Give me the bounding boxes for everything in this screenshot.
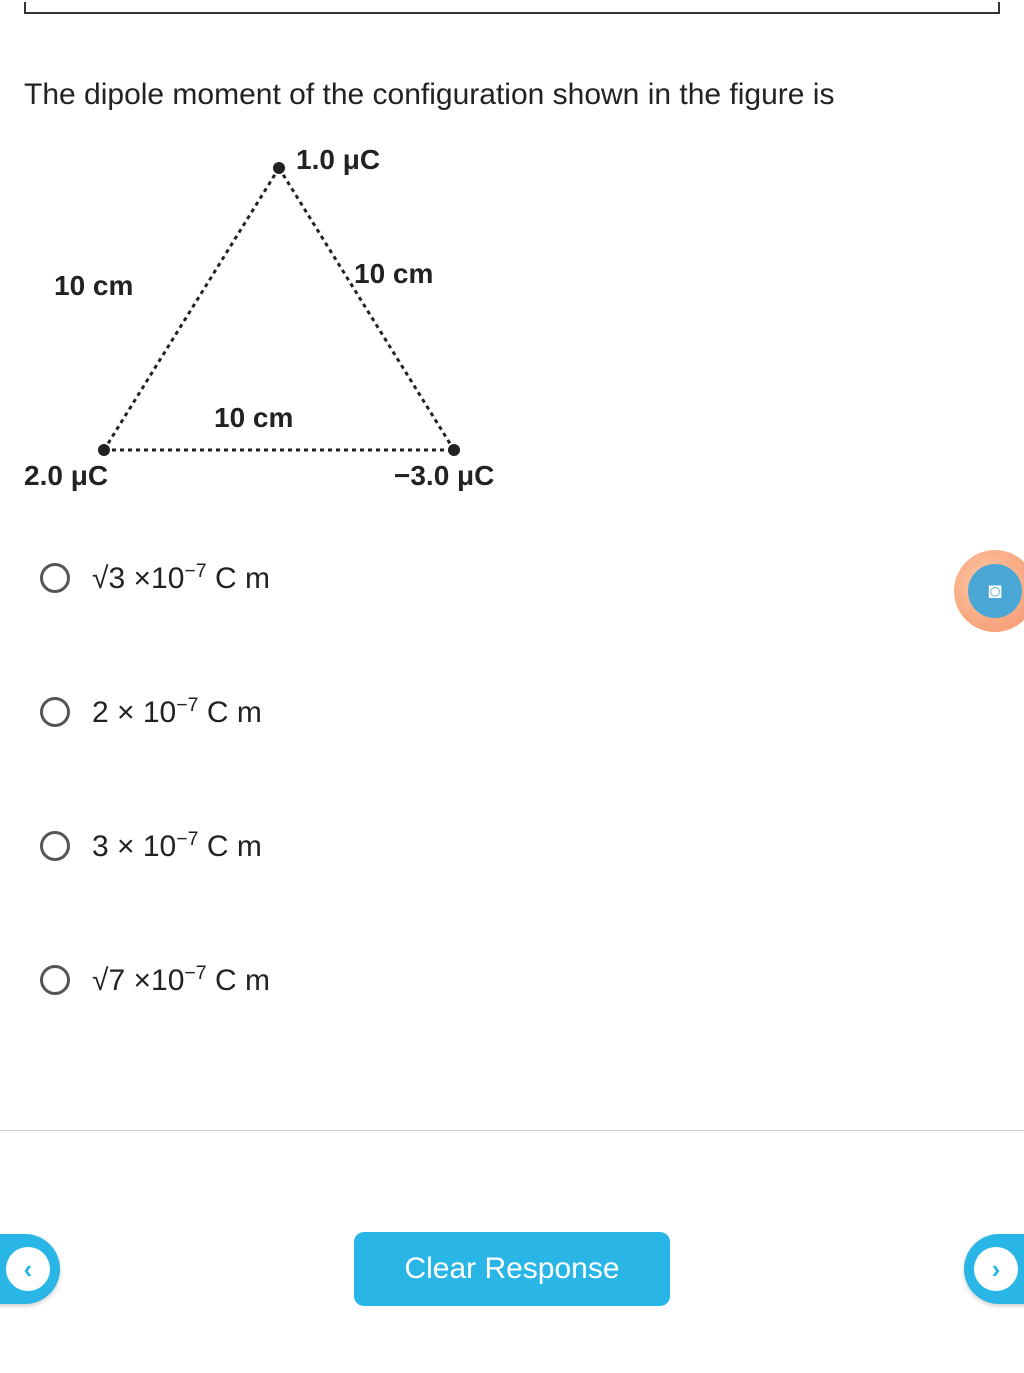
vertex-right-label: −3.0 μC [394, 460, 494, 492]
chevron-right-icon: › [974, 1247, 1018, 1291]
option-2[interactable]: 2 × 10−7 C m [40, 694, 984, 730]
radio-icon[interactable] [40, 965, 70, 995]
bottom-bar: ‹ Clear Response › [0, 1225, 1024, 1313]
edge-right-label: 10 cm [354, 258, 433, 290]
chevron-left-icon: ‹ [6, 1247, 50, 1291]
triangle-figure: 1.0 μC 2.0 μC −3.0 μC 10 cm 10 cm 10 cm [24, 140, 544, 520]
option-3[interactable]: 3 × 10−7 C m [40, 828, 984, 864]
prev-button[interactable]: ‹ [0, 1234, 60, 1304]
radio-icon[interactable] [40, 697, 70, 727]
clear-response-button[interactable]: Clear Response [354, 1232, 669, 1306]
option-2-label: 2 × 10−7 C m [92, 694, 262, 730]
vertex-top-label: 1.0 μC [296, 144, 380, 176]
option-4-label: √7 ×10−7 C m [92, 962, 270, 998]
question-text: The dipole moment of the configuration s… [24, 78, 1000, 112]
option-1[interactable]: √3 ×10−7 C m [40, 560, 984, 596]
vertex-left-label: 2.0 μC [24, 460, 108, 492]
edge-bottom-label: 10 cm [214, 402, 293, 434]
next-button[interactable]: › [964, 1234, 1024, 1304]
options-list: √3 ×10−7 C m 2 × 10−7 C m 3 × 10−7 C m √… [40, 560, 984, 1096]
radio-icon[interactable] [40, 563, 70, 593]
top-rule [24, 2, 1000, 14]
edge-left-label: 10 cm [54, 270, 133, 302]
option-3-label: 3 × 10−7 C m [92, 828, 262, 864]
divider [0, 1130, 1024, 1131]
radio-icon[interactable] [40, 831, 70, 861]
option-4[interactable]: √7 ×10−7 C m [40, 962, 984, 998]
option-1-label: √3 ×10−7 C m [92, 560, 270, 596]
camera-icon: ◙ [968, 564, 1022, 618]
